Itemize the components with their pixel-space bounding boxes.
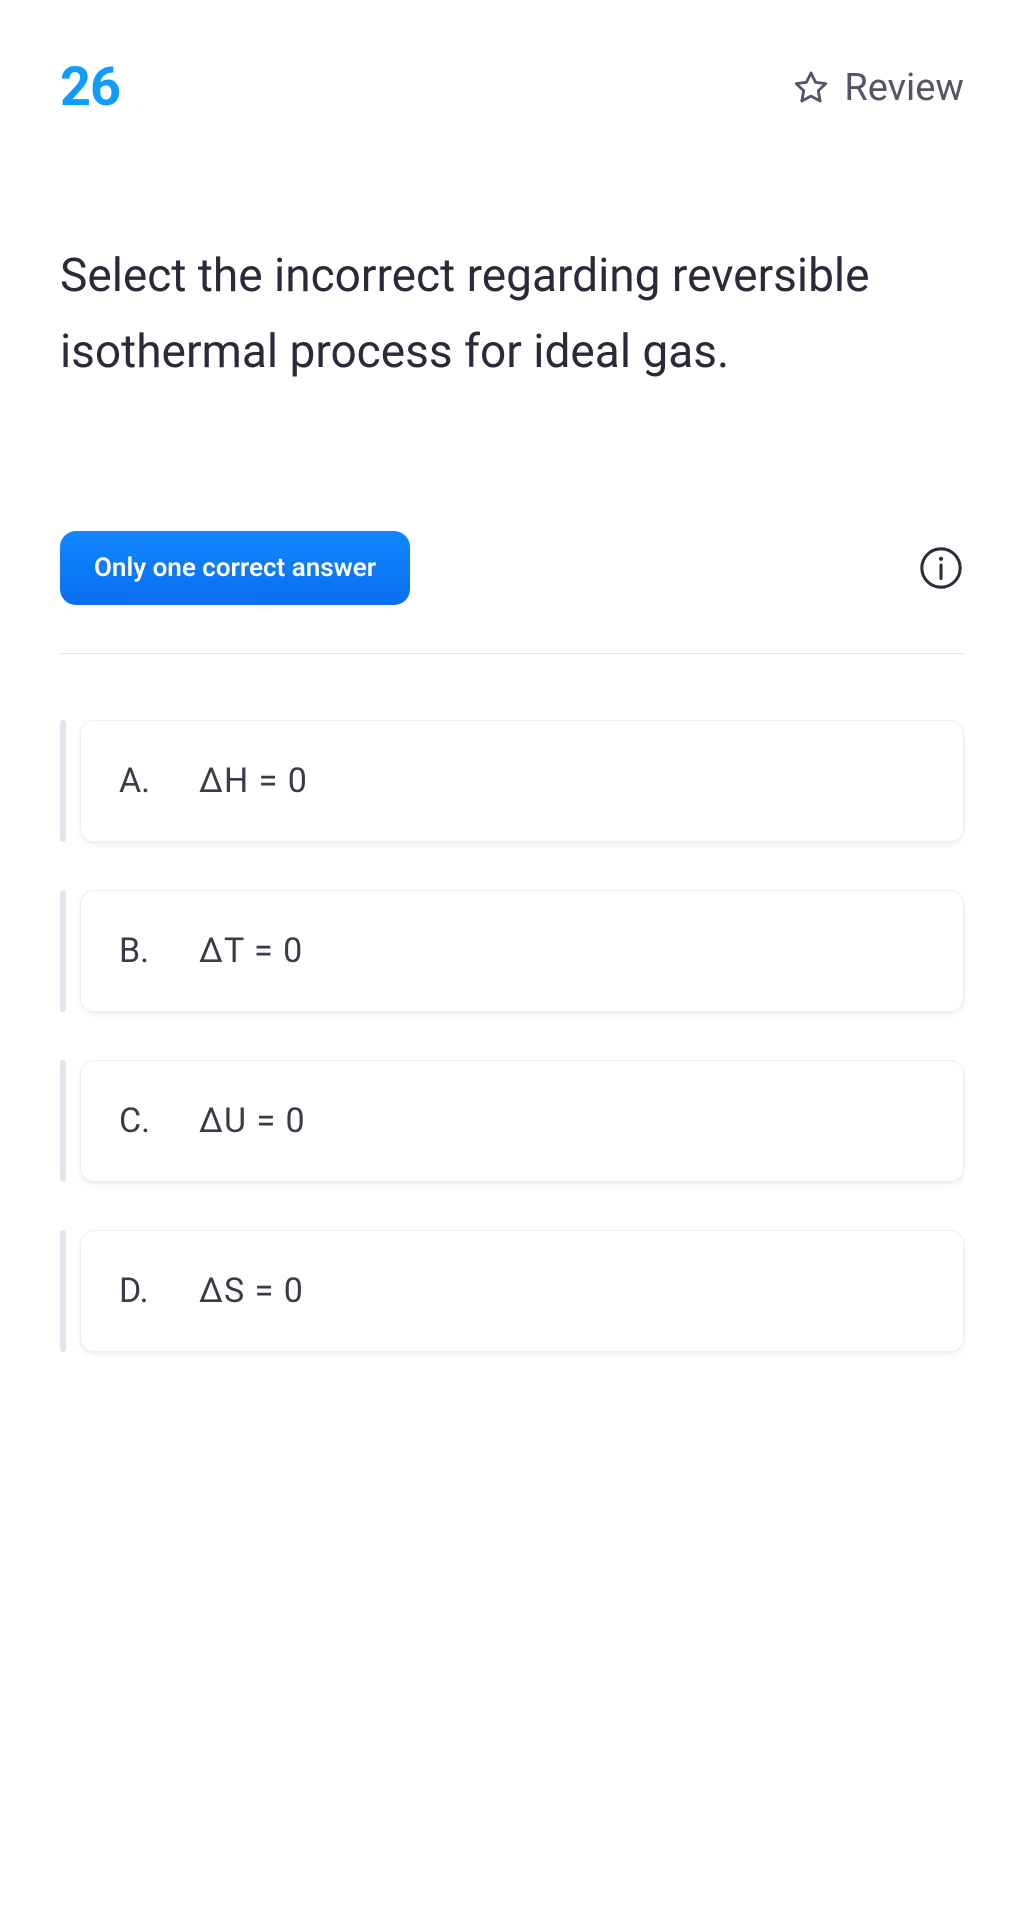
review-button[interactable]: Review: [792, 66, 964, 110]
option-indicator-bar: [60, 720, 66, 842]
star-icon: [792, 69, 830, 107]
option-b[interactable]: B. ΔT = 0: [60, 890, 964, 1012]
badge-row: Only one correct answer: [60, 531, 964, 605]
option-text: ΔS = 0: [199, 1271, 304, 1311]
option-c[interactable]: C. ΔU = 0: [60, 1060, 964, 1182]
option-text: ΔH = 0: [199, 761, 308, 801]
info-icon[interactable]: [918, 545, 964, 591]
option-letter: C.: [119, 1101, 163, 1141]
option-text: ΔT = 0: [199, 931, 303, 971]
option-letter: A.: [119, 761, 163, 801]
question-text: Select the incorrect regarding reversibl…: [60, 239, 964, 391]
option-card: A. ΔH = 0: [80, 720, 964, 842]
quiz-page: 26 Review Select the incorrect regarding…: [0, 0, 1024, 1352]
option-letter: B.: [119, 931, 163, 971]
option-indicator-bar: [60, 1060, 66, 1182]
option-d[interactable]: D. ΔS = 0: [60, 1230, 964, 1352]
options-list: A. ΔH = 0 B. ΔT = 0 C. ΔU = 0 D. ΔS = 0: [60, 720, 964, 1352]
review-label: Review: [844, 66, 964, 110]
option-indicator-bar: [60, 1230, 66, 1352]
option-card: D. ΔS = 0: [80, 1230, 964, 1352]
option-indicator-bar: [60, 890, 66, 1012]
divider: [60, 653, 964, 654]
answer-type-badge: Only one correct answer: [60, 531, 410, 605]
option-text: ΔU = 0: [199, 1101, 306, 1141]
question-number: 26: [60, 56, 120, 119]
option-letter: D.: [119, 1271, 163, 1311]
option-card: C. ΔU = 0: [80, 1060, 964, 1182]
option-card: B. ΔT = 0: [80, 890, 964, 1012]
option-a[interactable]: A. ΔH = 0: [60, 720, 964, 842]
header-row: 26 Review: [60, 56, 964, 119]
